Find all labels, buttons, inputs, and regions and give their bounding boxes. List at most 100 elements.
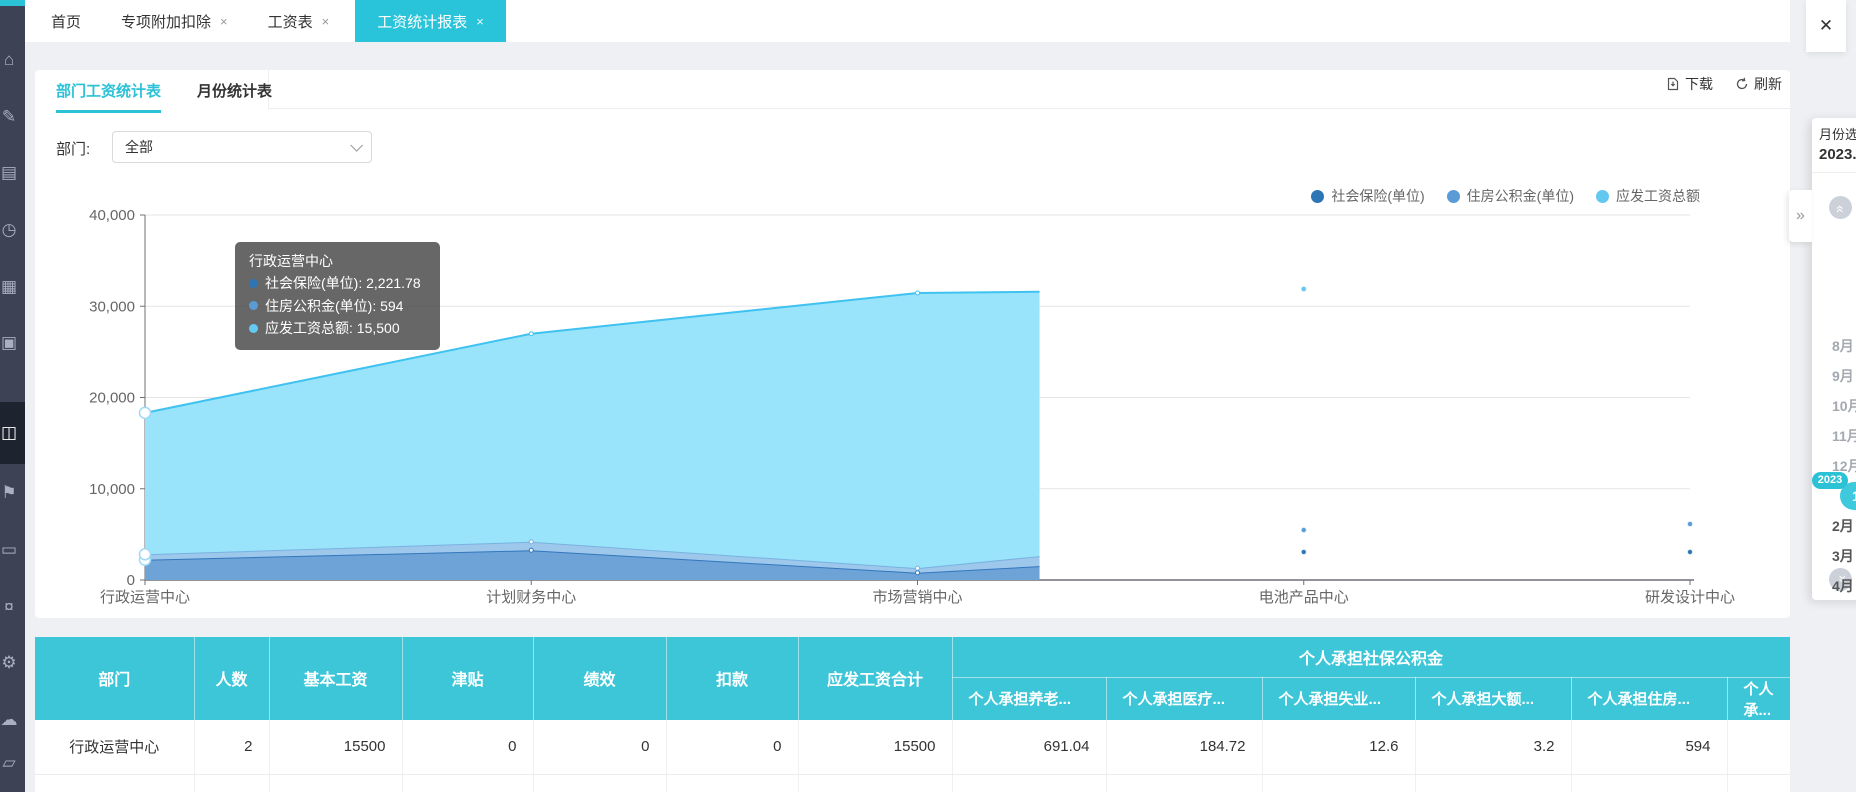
month-item-11月[interactable]: 11月 [1832, 428, 1856, 444]
table-cell: 0 [666, 719, 799, 775]
table-cell: 930 [1571, 774, 1728, 792]
month-item-1月[interactable]: 1月 [1840, 482, 1856, 510]
divider [268, 108, 1790, 109]
svg-text:0: 0 [127, 572, 135, 589]
table-group-header: 个人承担社保公积金 [952, 637, 1790, 678]
scroll-down-button[interactable]: « [1829, 568, 1852, 591]
month-selector-panel: 月份选择 2023.0 « 2023 « 8月 9月 10月 11月 12月 1月 2月 3月… [1812, 118, 1856, 600]
tooltip-series-dot [249, 323, 258, 333]
sidebar-settings-icon[interactable]: ⚙ [1, 653, 17, 672]
sidebar-grid-icon[interactable]: ▦ [0, 277, 18, 296]
month-item-3月[interactable]: 3月 [1832, 548, 1854, 564]
close-all-tabs-button[interactable]: ✕ [1806, 0, 1846, 52]
tooltip-row: 住房公积金(单位): 594 [249, 295, 426, 317]
scroll-up-button[interactable]: « [1829, 196, 1852, 219]
tooltip-title: 行政运营中心 [249, 253, 333, 269]
table-cell [1727, 719, 1790, 775]
table-header-2: 基本工资 [269, 637, 403, 720]
svg-text:20,000: 20,000 [89, 390, 135, 407]
month-item-4月[interactable]: 4月 [1832, 578, 1854, 594]
month-panel-period: 2023.0 [1819, 146, 1856, 163]
month-item-12月[interactable]: 12月 [1832, 458, 1856, 474]
top-tab-bar: 首页 专项附加扣除 × 工资表 × 工资统计报表 × [25, 0, 1790, 42]
table-cell: 0 [533, 774, 667, 792]
sidebar-home-icon[interactable]: ⌂ [3, 50, 15, 69]
top-tab-0[interactable]: 首页 [37, 0, 95, 42]
top-tab-3[interactable]: 工资统计报表 × [355, 0, 506, 42]
month-item-9月[interactable]: 9月 [1832, 368, 1854, 384]
table-cell: 2 [194, 719, 270, 775]
table-cell: 0 [666, 774, 799, 792]
top-tab-label: 首页 [51, 13, 82, 31]
sidebar-edit-icon[interactable]: ✎ [1, 107, 17, 126]
month-item-8月[interactable]: 8月 [1832, 338, 1854, 354]
table-cell: 15500 [269, 719, 403, 775]
table-cell: 0 [402, 719, 534, 775]
svg-text:40,000: 40,000 [89, 207, 135, 224]
department-select[interactable]: 全部 [112, 131, 372, 163]
sidebar-active-item-bg [0, 402, 25, 464]
salary-table: 部门 人数 基本工资 津贴 绩效 扣款 应发工资合计 个人承担社保公积金 个人承担养老... 个人… [35, 637, 1790, 792]
department-filter-label: 部门: [56, 141, 91, 158]
sub-tab-0[interactable]: 部门工资统计表 [56, 70, 162, 113]
sidebar-file-icon[interactable]: ▱ [2, 753, 16, 772]
table-cell: 3 [194, 774, 270, 792]
sidebar-flag-icon[interactable]: ⚑ [1, 483, 17, 502]
month-item-2月[interactable]: 2月 [1832, 518, 1854, 534]
department-select-value: 全部 [125, 139, 153, 155]
table-subheader-5: 个人承... [1727, 677, 1790, 720]
double-chevron-up-icon: « [1832, 204, 1849, 211]
table-cell: 691.04 [952, 719, 1107, 775]
table-cell: 184.72 [1106, 719, 1263, 775]
tab-close-icon[interactable]: × [321, 13, 330, 29]
divider [268, 70, 269, 108]
legend-dot-icon [1596, 189, 1609, 203]
sidebar-clock-icon[interactable]: ◷ [1, 220, 17, 239]
top-tab-2[interactable]: 工资表 × [254, 0, 344, 42]
table-row-0: 行政运营中心 2 15500 0 0 0 15500 691.04 184.72 12.6 3.2 5… [35, 719, 1790, 775]
table-cell: 1036.56 [952, 774, 1107, 792]
table-cell: 12.6 [1262, 719, 1416, 775]
legend-dot-icon [1311, 189, 1325, 203]
refresh-button[interactable]: 刷新 [1735, 74, 1782, 94]
sidebar-voucher-icon[interactable]: ▣ [0, 333, 18, 352]
salary-table-card: 部门 人数 基本工资 津贴 绩效 扣款 应发工资合计 个人承担社保公积金 个人承担养老... 个人… [35, 637, 1790, 792]
month-panel-collapse-button[interactable]: » [1789, 190, 1812, 242]
tooltip-series-dot [249, 301, 258, 311]
legend-item-1[interactable]: 住房公积金(单位) [1446, 186, 1574, 206]
legend-label: 应发工资总额 [1616, 188, 1700, 204]
legend-item-0[interactable]: 社会保险(单位) [1311, 186, 1425, 206]
tooltip-row-text: 社会保险(单位): 2,221.78 [265, 275, 421, 292]
table-subheader-1: 个人承担医疗... [1106, 677, 1263, 720]
tab-close-icon[interactable]: × [476, 13, 484, 29]
top-tab-label: 工资表 [267, 13, 313, 31]
sidebar-report-icon[interactable]: ◫ [0, 423, 18, 442]
tooltip-row-text: 住房公积金(单位): 594 [265, 297, 404, 314]
download-button[interactable]: 下载 [1666, 74, 1713, 94]
table-subheader-2: 个人承担失业... [1262, 677, 1416, 720]
refresh-label: 刷新 [1754, 76, 1782, 92]
chart-toolbar: 下载 刷新 [1666, 74, 1782, 94]
month-item-10月[interactable]: 10月 [1832, 398, 1856, 414]
table-cell: 22800 [798, 774, 953, 792]
sidebar-monitor-icon[interactable]: ▭ [0, 540, 18, 559]
table-cell: 277.08 [1106, 774, 1263, 792]
table-cell: 22800 [269, 774, 403, 792]
table-cell: 38.23 [1262, 774, 1416, 792]
tab-close-icon[interactable]: × [220, 13, 228, 29]
sidebar-cloud-icon[interactable]: ☁ [0, 710, 18, 729]
chart-tooltip: 行政运营中心 社会保险(单位): 2,221.78 住房公积金(单位): 594 应… [235, 242, 440, 350]
chevron-down-icon [350, 138, 363, 152]
tooltip-row: 社会保险(单位): 2,221.78 [249, 272, 426, 294]
top-tab-1[interactable]: 专项附加扣除 × [107, 0, 242, 42]
tooltip-row: 应发工资总额: 15,500 [249, 317, 426, 339]
sidebar-ledger-icon[interactable]: ▤ [0, 163, 18, 182]
table-header-0: 部门 [35, 637, 195, 720]
svg-text:市场营销中心: 市场营销中心 [872, 589, 962, 606]
sidebar-cash-icon[interactable]: ¤ [4, 597, 14, 616]
table-header-5: 扣款 [666, 637, 799, 720]
sub-tab-1[interactable]: 月份统计表 [197, 83, 273, 100]
legend-item-2[interactable]: 应发工资总额 [1596, 186, 1700, 206]
svg-text:行政运营中心: 行政运营中心 [100, 589, 190, 606]
